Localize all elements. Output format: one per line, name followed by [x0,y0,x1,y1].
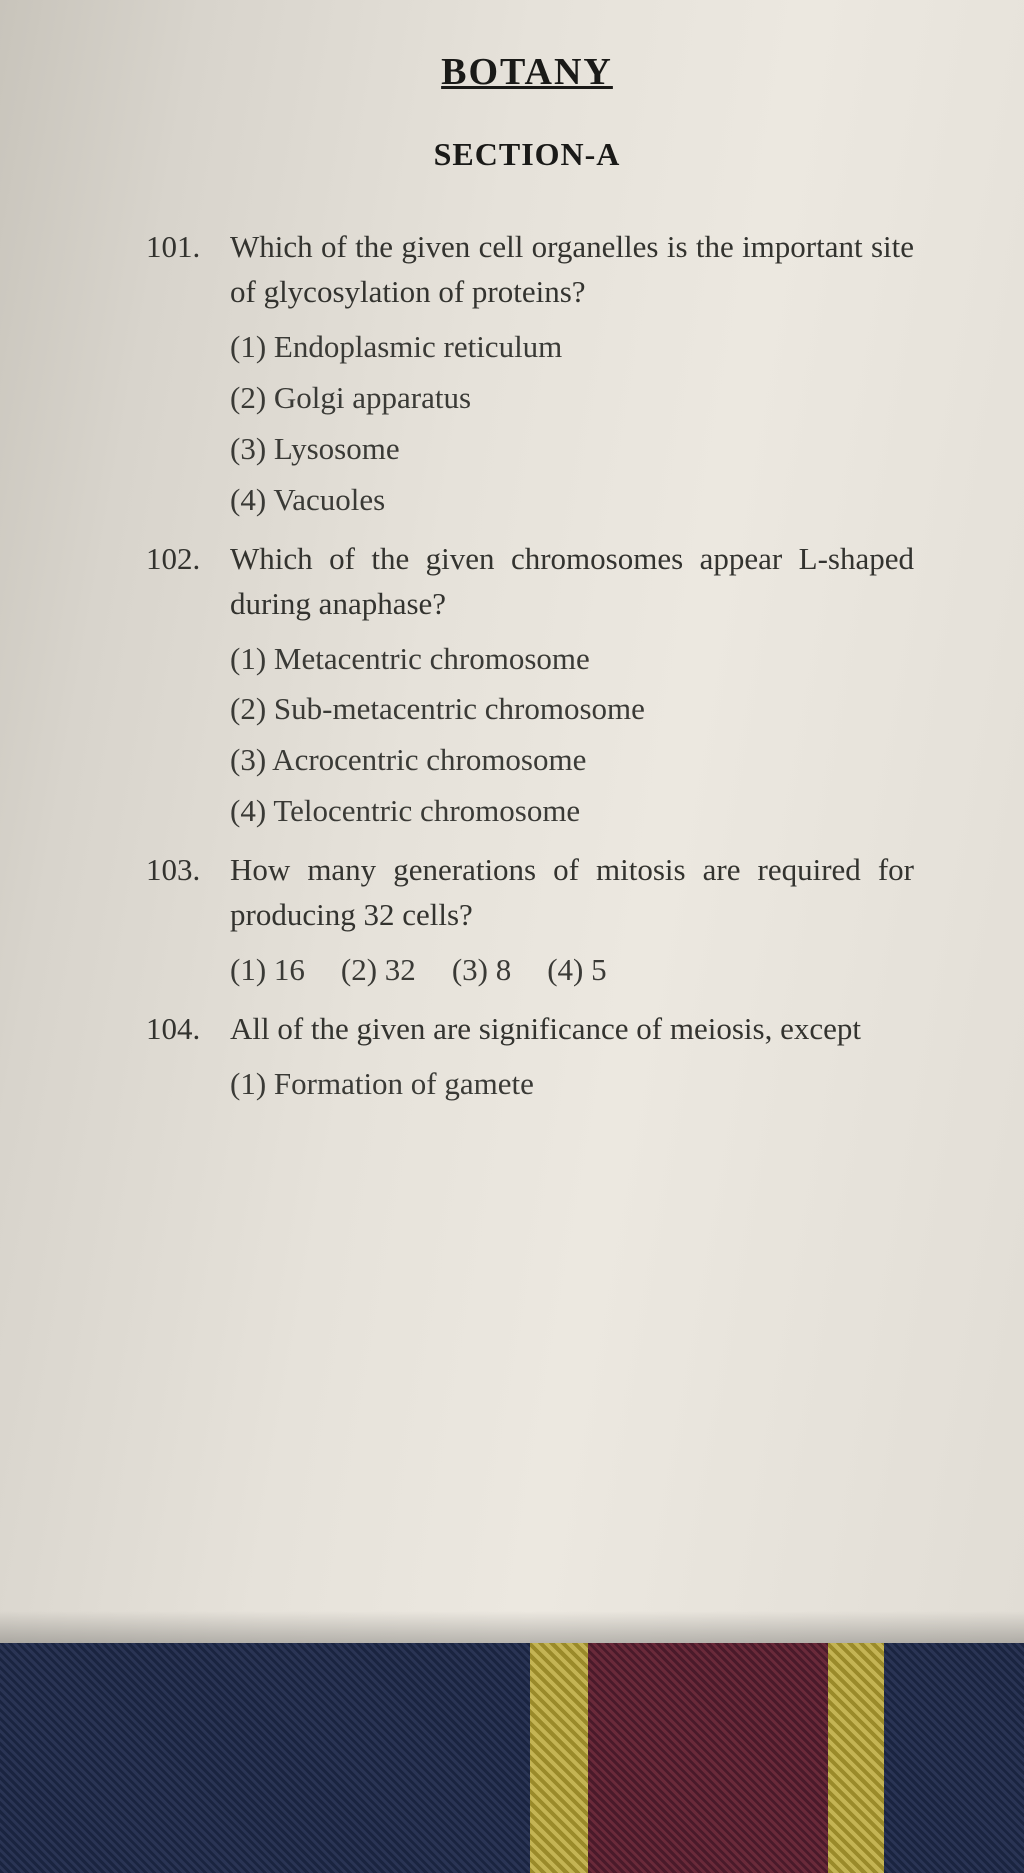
question-body: Which of the given chromosomes appear L-… [230,537,914,841]
question-102: 102. Which of the given chromosomes appe… [140,537,914,841]
option-1: (1) Metacentric chromosome [230,637,914,682]
question-text: All of the given are significance of mei… [230,1007,914,1052]
paper-edge-shadow [0,1611,1024,1647]
option-4: (4) 5 [547,948,606,993]
option-3: (3) 8 [452,948,511,993]
question-text: How many generations of mitosis are requ… [230,848,914,938]
option-3: (3) Lysosome [230,427,914,472]
question-body: All of the given are significance of mei… [230,1007,914,1113]
option-2: (2) 32 [341,948,416,993]
fabric-stripe-navy [0,1643,530,1873]
fabric-stripe-yellow [530,1643,588,1873]
subject-title: BOTANY [140,50,914,94]
fabric-stripe-yellow [828,1643,884,1873]
question-text: Which of the given cell organelles is th… [230,225,914,315]
question-body: How many generations of mitosis are requ… [230,848,914,999]
question-body: Which of the given cell organelles is th… [230,225,914,529]
question-number: 104. [140,1007,230,1113]
question-101: 101. Which of the given cell organelles … [140,225,914,529]
options-row: (1) 16 (2) 32 (3) 8 (4) 5 [230,948,914,993]
section-heading: SECTION-A [140,136,914,173]
option-4: (4) Telocentric chromosome [230,789,914,834]
question-number: 101. [140,225,230,529]
option-1: (1) 16 [230,948,305,993]
question-number: 102. [140,537,230,841]
fabric-stripe-navy [884,1643,1024,1873]
option-4: (4) Vacuoles [230,478,914,523]
option-1: (1) Endoplasmic reticulum [230,325,914,370]
fabric-background [0,1643,1024,1873]
option-1: (1) Formation of gamete [230,1062,914,1107]
question-number: 103. [140,848,230,999]
option-2: (2) Sub-metacentric chromosome [230,687,914,732]
option-2: (2) Golgi apparatus [230,376,914,421]
question-text: Which of the given chromosomes appear L-… [230,537,914,627]
exam-paper: BOTANY SECTION-A 101. Which of the given… [0,0,1024,1113]
question-103: 103. How many generations of mitosis are… [140,848,914,999]
fabric-stripe-maroon [588,1643,828,1873]
option-3: (3) Acrocentric chromosome [230,738,914,783]
question-104: 104. All of the given are significance o… [140,1007,914,1113]
